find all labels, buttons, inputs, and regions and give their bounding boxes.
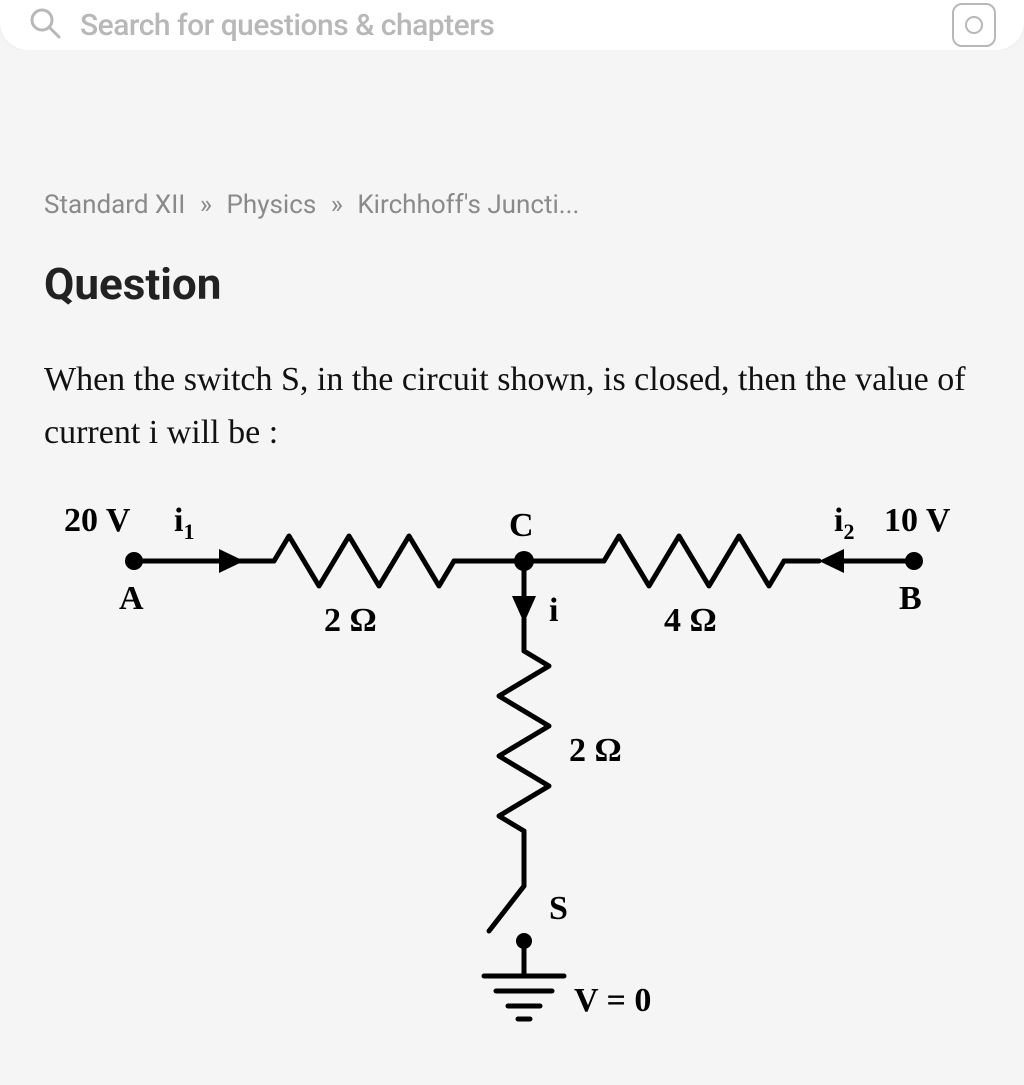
- camera-icon[interactable]: [952, 3, 996, 47]
- search-bar[interactable]: Search for questions & chapters: [0, 0, 1024, 50]
- resistor-label-R1: 2 Ω: [324, 602, 377, 639]
- current-label-i2: i2: [834, 502, 854, 544]
- voltage-label-B: 10 V: [884, 502, 951, 539]
- voltage-label-A: 20 V: [64, 502, 131, 539]
- node-label-A: A: [119, 580, 144, 617]
- node-B: [905, 552, 923, 570]
- resistor-R3: [499, 651, 549, 831]
- node-label-B: B: [899, 580, 922, 617]
- page-title: Question: [44, 258, 980, 310]
- breadcrumb-item[interactable]: Physics: [226, 190, 316, 220]
- resistor-label-R2: 4 Ω: [664, 602, 717, 639]
- breadcrumb: Standard XII » Physics » Kirchhoff's Jun…: [44, 190, 980, 220]
- current-label-i: i: [549, 592, 558, 629]
- search-icon: [28, 6, 62, 44]
- resistor-R2: [604, 536, 784, 586]
- main-content: Standard XII » Physics » Kirchhoff's Jun…: [0, 50, 1024, 1085]
- search-placeholder: Search for questions & chapters: [80, 8, 934, 43]
- resistor-R1: [274, 536, 454, 586]
- switch-label: S: [549, 890, 568, 927]
- circuit-diagram: 20 V i1 A 2 Ω C 4 Ω: [44, 481, 984, 1045]
- node-label-C: C: [509, 507, 534, 544]
- current-label-i1: i1: [174, 502, 194, 544]
- breadcrumb-sep: »: [200, 190, 212, 220]
- ground-label: V = 0: [574, 982, 651, 1019]
- breadcrumb-item[interactable]: Kirchhoff's Juncti...: [357, 190, 579, 220]
- breadcrumb-sep: »: [331, 190, 343, 220]
- resistor-label-R3: 2 Ω: [569, 732, 622, 769]
- breadcrumb-item[interactable]: Standard XII: [44, 190, 185, 220]
- switch-arm: [489, 886, 524, 931]
- question-text: When the switch S, in the circuit shown,…: [44, 354, 980, 459]
